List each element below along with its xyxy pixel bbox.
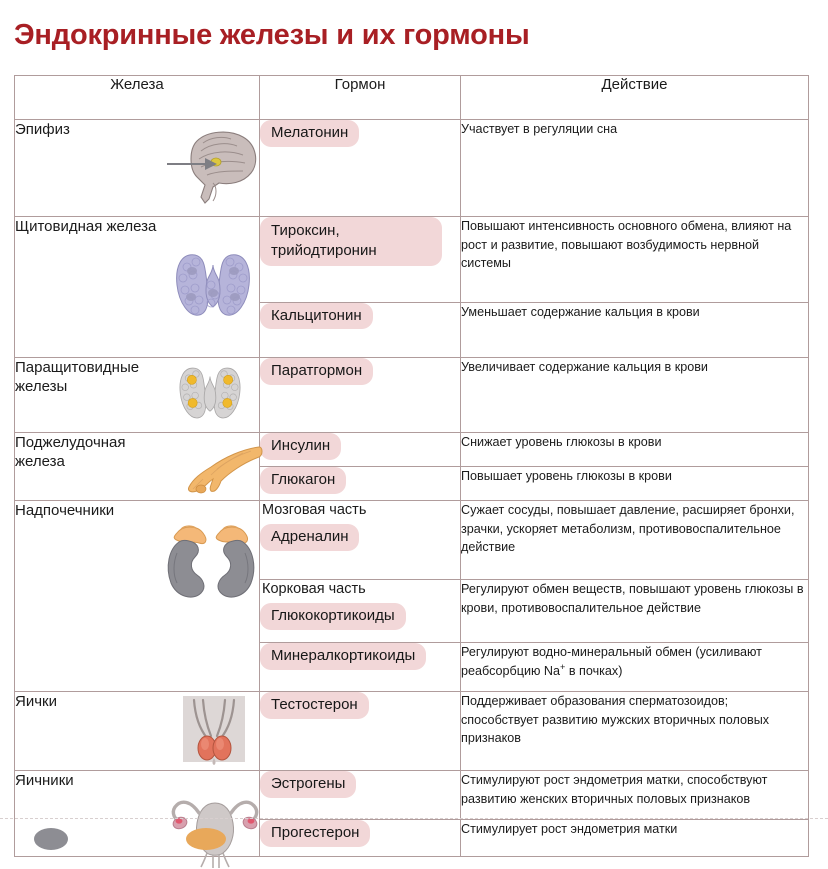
hormone-chip: Кальцитонин [260,302,373,330]
hormone-chip: Адреналин [260,523,360,551]
gland-cell-epiphysis: Эпифиз [14,119,260,217]
hormone-chip: Тироксин, трийодтиронин [260,217,442,266]
table-row: Минералкортикоиды Регулируют водно-минер… [15,642,809,692]
gland-cell-testes: Яички [14,691,260,771]
hormone-chip: Инсулин [260,433,342,460]
gland-cell-parathyroid: Паращитовидные железы [14,357,260,433]
next-section-amber-shape [186,828,226,850]
pancreas-illustration [188,446,263,494]
hormone-cell: Мелатонин [259,119,461,217]
action-cell: Регулируют обмен веществ, повышают урове… [460,579,809,643]
table-header-row: Железа Гормон Действие [14,75,809,120]
action-text-pre: Регулируют водно-минеральный обмен (усил… [461,645,762,678]
gland-label: Паращитовидные железы [15,359,140,396]
action-cell: Снижает уровень глюкозы в крови [460,432,809,467]
hormone-cell: Паратгормон [259,357,461,433]
gland-part-label: Корковая часть [262,581,366,597]
column-header-gland: Железа [14,75,260,120]
action-cell: Повышает уровень глюкозы в крови [460,466,809,501]
hormone-cell: Минералкортикоиды [259,642,461,692]
hormone-cell: Корковая часть Глюкокортикоиды [259,579,461,643]
hormone-chip: Тестостерон [260,692,369,719]
hormone-chip: Эстрогены [260,771,357,798]
parathyroid-illustration [179,367,241,419]
table-row: Эпифиз Мелатонин [14,119,809,217]
hormone-chip: Паратгормон [260,358,374,385]
hormone-chip: Мелатонин [260,120,360,147]
gland-label: Яички [15,693,57,710]
page-fold-divider [0,818,828,819]
action-cell: Повышают интенсивность основного обмена,… [460,216,809,303]
adrenal-glands-illustration [167,525,255,598]
hormone-cell: Эстрогены [259,770,461,820]
table-row: Кальцитонин Уменьшает содержание кальция… [15,301,809,359]
hormone-cell: Прогестерон [259,819,461,857]
action-text-post: в почках) [565,663,623,678]
table-row: Яичники [14,770,809,868]
hormone-cell: Глюкагон [259,466,461,501]
gland-part-label: Мозговая часть [262,502,367,518]
thyroid-illustration [176,254,250,316]
hormone-cell: Мозговая часть Адреналин [259,500,461,580]
endocrine-glands-table: Железа Гормон Действие Эпифиз [14,75,809,868]
gland-cell-adrenals: Надпочечники [14,500,260,692]
action-cell: Сужает сосуды, повышает давление, расшир… [460,500,809,580]
gland-label: Яичники [15,772,74,789]
action-cell: Стимулируют рост эндометрия матки, спосо… [460,770,809,820]
brain-pineal-illustration [167,131,257,204]
hormone-cell: Кальцитонин [259,301,461,359]
table-row: Надпочечники [14,500,809,692]
gland-label: Щитовидная железа [15,218,157,235]
action-cell: Стимулирует рост эндометрия матки [460,819,809,857]
action-cell: Регулируют водно-минеральный обмен (усил… [460,642,809,692]
table-row: Поджелудочная железа Инсулин Снижает уро… [14,432,809,501]
hormone-cell: Тироксин, трийодтиронин [259,216,461,303]
table-row: Яички Тестостерон [14,691,809,771]
next-section-gray-shape [34,828,68,850]
column-header-hormone: Гормон [259,75,461,120]
action-cell: Поддерживает образования сперматозоидов;… [460,691,809,771]
gland-label: Надпочечники [15,502,115,519]
gland-cell-pancreas: Поджелудочная железа [14,432,263,501]
action-cell: Участвует в регуляции сна [460,119,809,217]
action-cell: Увеличивает содержание кальция в крови [460,357,809,433]
table-row: Корковая часть Глюкокортикоиды Регулирую… [15,579,809,643]
action-superscript: + [560,661,566,672]
gland-label: Поджелудочная железа [15,434,126,471]
page-title: Эндокринные железы и их гормоны [14,19,530,51]
action-cell: Уменьшает содержание кальция в крови [460,301,809,359]
table-row: Щитовидная железа [14,216,809,358]
hormone-chip: Прогестерон [260,820,371,847]
column-header-action: Действие [460,75,809,120]
gland-cell-thyroid: Щитовидная железа [14,216,260,358]
table-row: Глюкагон Повышает уровень глюкозы в кров… [15,466,809,501]
hormone-chip: Глюкокортикоиды [260,602,406,630]
hormone-chip: Глюкагон [260,467,347,494]
table-row: Паращитовидные железы [14,357,809,433]
hormone-chip: Минералкортикоиды [260,643,427,670]
testes-illustration [183,696,245,765]
hormone-cell: Инсулин [259,432,461,467]
gland-label: Эпифиз [15,121,70,138]
hormone-cell: Тестостерон [259,691,461,771]
